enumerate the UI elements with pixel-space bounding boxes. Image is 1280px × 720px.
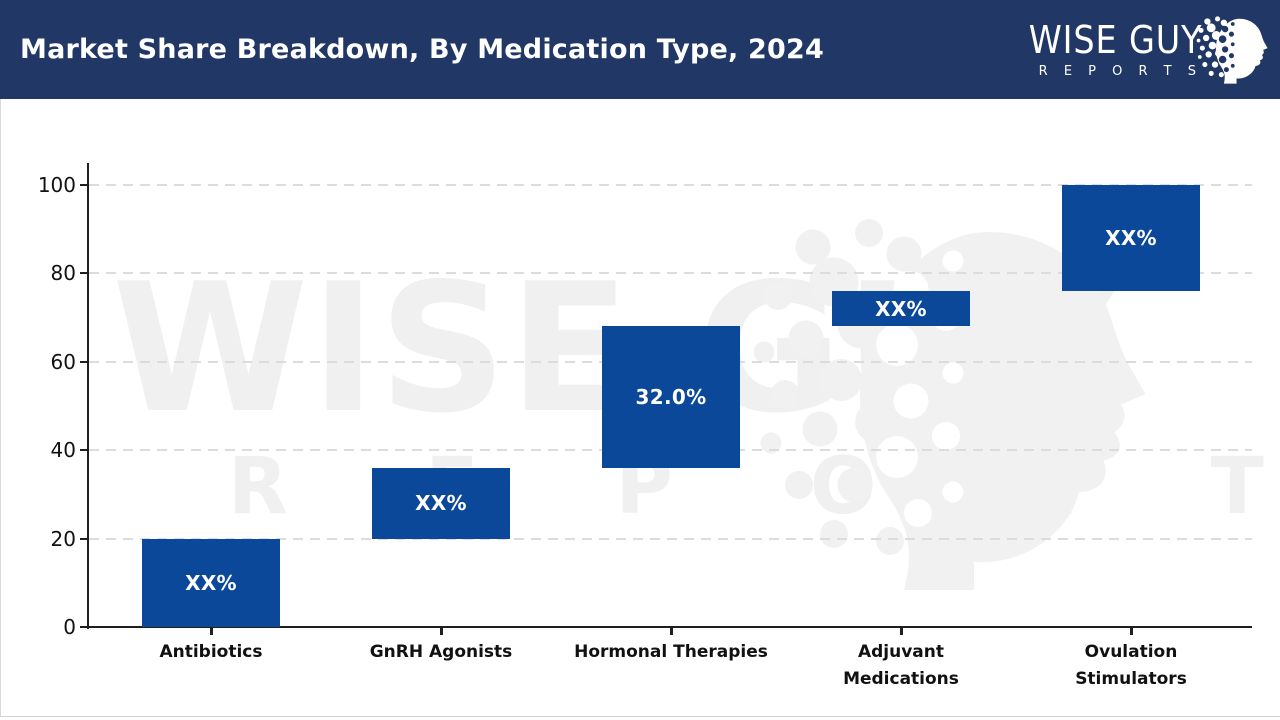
bar-ovulation-stimulators: XX% bbox=[1062, 185, 1200, 292]
header-bar: Market Share Breakdown, By Medication Ty… bbox=[0, 0, 1280, 99]
y-tick-mark bbox=[80, 272, 88, 275]
bar-value-label: XX% bbox=[1105, 226, 1157, 251]
y-tick-label: 80 bbox=[50, 261, 76, 286]
bar-gnrh-agonists: XX% bbox=[372, 467, 510, 539]
wiseguy-logo: WISE GUY R E P O R T S bbox=[1005, 6, 1272, 94]
logo-subtitle: R E P O R T S bbox=[1038, 64, 1202, 79]
x-tick-mark bbox=[439, 627, 443, 635]
y-tick-label: 40 bbox=[50, 438, 76, 463]
x-tick-mark bbox=[669, 627, 673, 635]
y-axis-spine bbox=[87, 163, 89, 629]
y-tick-mark bbox=[80, 626, 88, 628]
gridline-80 bbox=[89, 272, 1252, 275]
gridline-20 bbox=[89, 537, 1252, 540]
x-tick-mark bbox=[1129, 627, 1133, 635]
x-category-label-adjuvant-medications: Adjuvant Medications bbox=[843, 642, 959, 690]
y-tick-label: 60 bbox=[50, 349, 76, 374]
page-title: Market Share Breakdown, By Medication Ty… bbox=[20, 34, 825, 65]
x-category-label-antibiotics: Antibiotics bbox=[159, 642, 263, 662]
y-tick-mark bbox=[80, 360, 88, 363]
page-bottom-border bbox=[0, 716, 1280, 717]
y-tick-mark bbox=[80, 537, 88, 540]
x-tick-mark bbox=[899, 627, 903, 635]
bar-value-label: XX% bbox=[875, 296, 927, 321]
wiseguy-head-icon bbox=[1196, 16, 1268, 84]
bar-adjuvant-medications: XX% bbox=[832, 291, 970, 327]
y-tick-mark bbox=[80, 449, 88, 452]
y-tick-label: 20 bbox=[50, 526, 76, 551]
logo-name: WISE GUY bbox=[1028, 18, 1202, 62]
bar-value-label: XX% bbox=[415, 491, 467, 516]
x-category-label-gnrh-agonists: GnRH Agonists bbox=[369, 642, 513, 662]
waterfall-chart: 0 20 40 60 80 100 XX% Antibiotics XX% GnRH Agonis… bbox=[0, 99, 1280, 720]
y-tick-mark bbox=[80, 184, 88, 186]
bar-antibiotics: XX% bbox=[142, 538, 280, 627]
bar-hormonal-therapies: 32.0% bbox=[602, 326, 740, 468]
x-category-label-hormonal-therapies: Hormonal Therapies bbox=[574, 642, 768, 662]
bar-value-label: XX% bbox=[185, 570, 237, 595]
page-left-border bbox=[0, 99, 1, 717]
x-category-label-ovulation-stimulators: Ovulation Stimulators bbox=[1075, 642, 1187, 690]
x-tick-mark bbox=[209, 627, 213, 635]
logo-text: WISE GUY R E P O R T S bbox=[1005, 21, 1202, 79]
bar-value-label: 32.0% bbox=[635, 385, 707, 410]
y-tick-label: 0 bbox=[63, 615, 76, 639]
y-tick-label: 100 bbox=[37, 173, 76, 197]
gridline-100 bbox=[89, 184, 1252, 186]
